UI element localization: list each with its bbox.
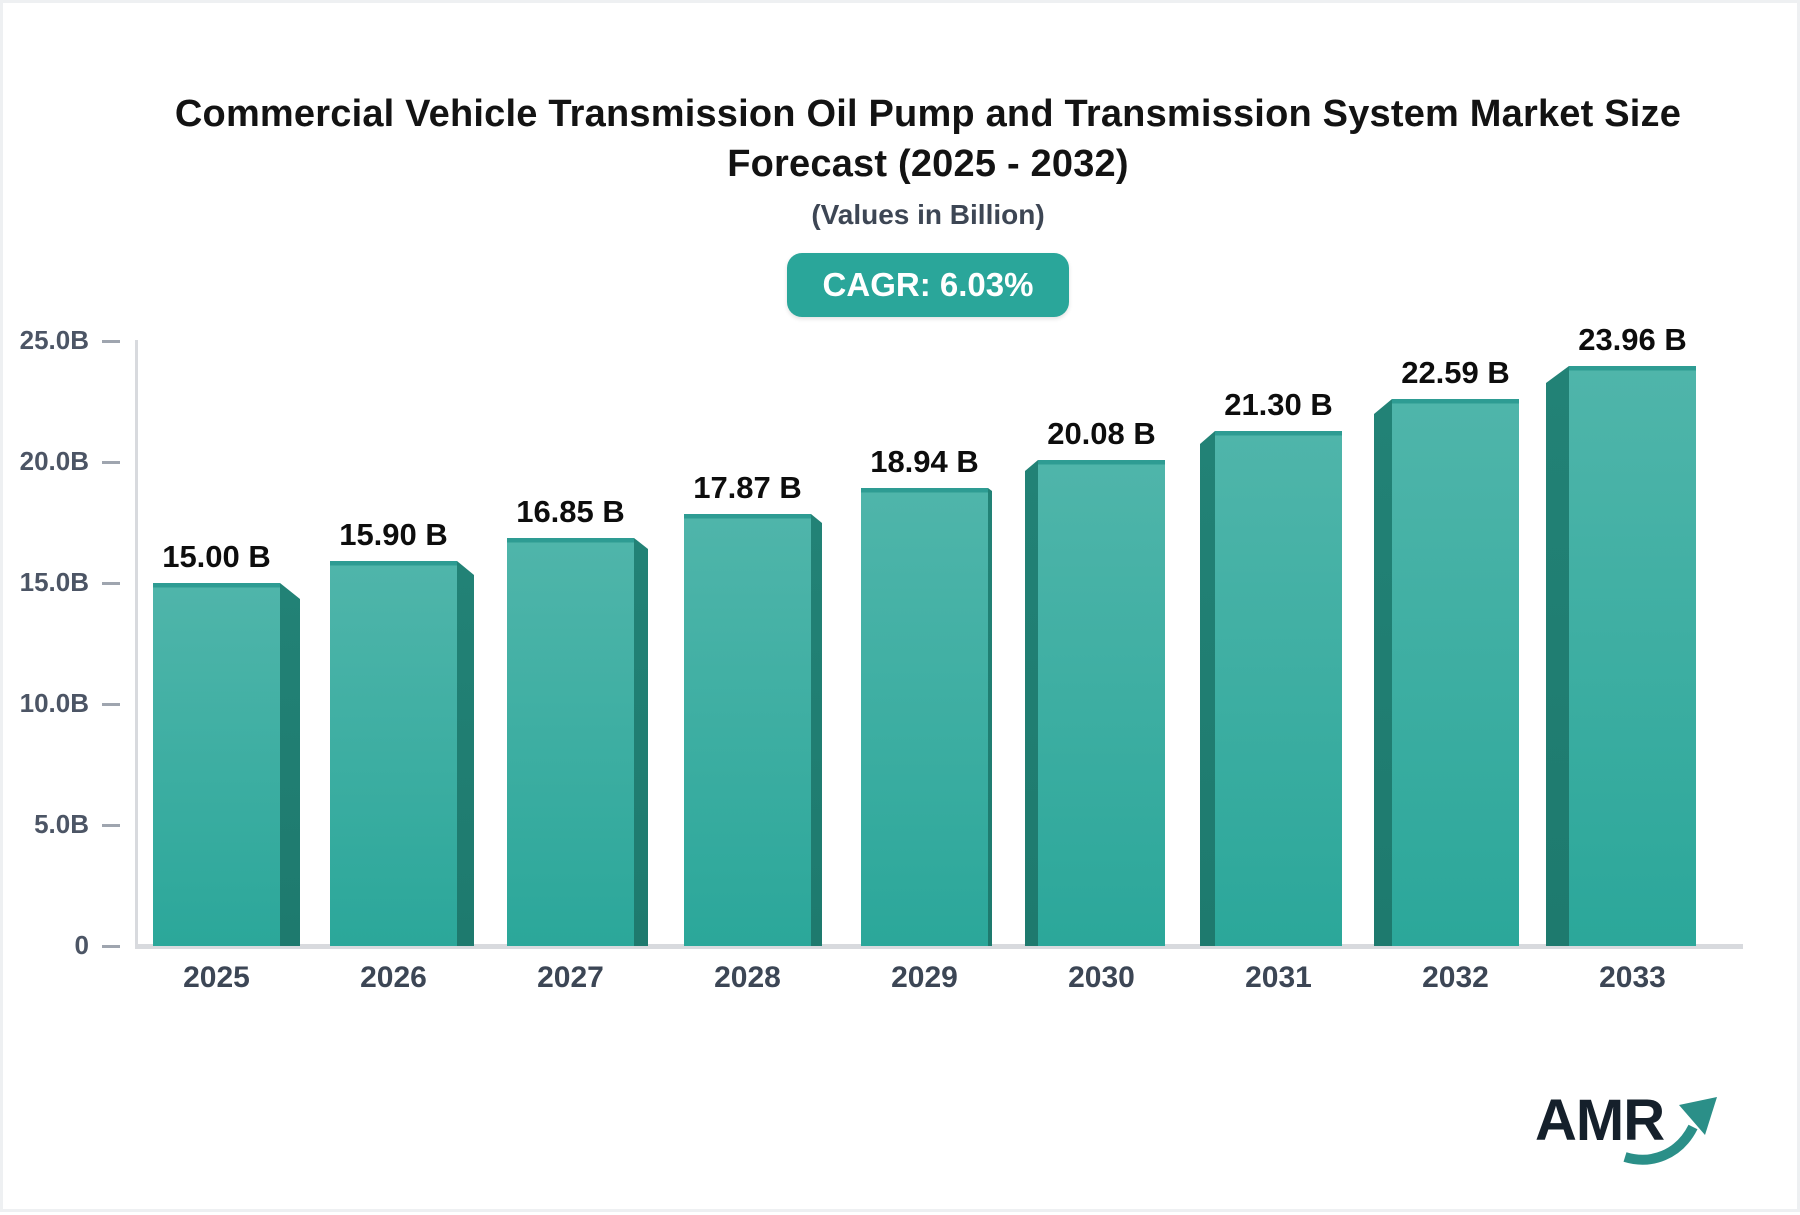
amr-logo: AMR <box>1535 1087 1735 1177</box>
y-tick-dash-0 <box>102 944 120 948</box>
y-tick-label-0: 0 <box>74 930 89 960</box>
chart-title-line-1: Commercial Vehicle Transmission Oil Pump… <box>174 93 1682 135</box>
bar-value-label-2027: 16.85 B <box>516 494 625 529</box>
x-axis-label-2027: 2027 <box>537 961 604 994</box>
bar-side-2033 <box>1546 366 1569 946</box>
y-tick-label-10.0B: 10.0B <box>19 688 89 718</box>
x-axis-label-2032: 2032 <box>1422 961 1489 994</box>
chart-title: Commercial Vehicle Transmission Oil Pump… <box>138 89 1718 189</box>
bar-side-2027 <box>634 538 648 946</box>
bar-side-2029 <box>988 488 992 946</box>
bar-chart: 25.0B 20.0B 15.0B 10.0B 5.0B 0 15.00 B 2025 15.… <box>3 3 1800 1215</box>
y-tick-label-15.0B: 15.0B <box>19 567 89 597</box>
bar-2027[interactable] <box>507 538 634 946</box>
y-tick-dash-25.0B <box>102 339 120 343</box>
y-axis-line <box>135 340 138 949</box>
y-tick-label-5.0B: 5.0B <box>34 809 89 839</box>
y-tick-label-25.0B: 25.0B <box>19 325 89 355</box>
chart-subtitle: (Values in Billion) <box>811 199 1045 230</box>
bar-value-label-2029: 18.94 B <box>870 444 979 479</box>
x-axis-label-2026: 2026 <box>360 961 427 994</box>
x-axis-label-2029: 2029 <box>891 961 958 994</box>
x-axis-label-2033: 2033 <box>1599 961 1666 994</box>
cagr-badge: CAGR: 6.03% <box>786 253 1070 317</box>
bar-value-label-2028: 17.87 B <box>693 470 802 505</box>
bar-side-2025 <box>280 583 300 946</box>
bar-2025[interactable] <box>153 583 280 946</box>
bar-side-2026 <box>457 561 474 946</box>
bar-2029[interactable] <box>861 488 988 946</box>
bar-2033[interactable] <box>1569 366 1696 946</box>
bar-value-label-2026: 15.90 B <box>339 517 448 552</box>
bar-value-label-2025: 15.00 B <box>162 539 271 574</box>
chart-header: Commercial Vehicle Transmission Oil Pump… <box>28 3 1800 317</box>
bar-2032[interactable] <box>1392 399 1519 946</box>
chart-title-line-2: Forecast (2025 - 2032) <box>727 143 1129 185</box>
x-axis-label-2028: 2028 <box>714 961 781 994</box>
bar-value-label-2032: 22.59 B <box>1401 355 1510 390</box>
bar-side-2031 <box>1200 431 1215 946</box>
y-tick-dash-15.0B <box>102 581 120 585</box>
x-axis-label-2031: 2031 <box>1245 961 1312 994</box>
bar-2030[interactable] <box>1038 460 1165 946</box>
bar-value-label-2030: 20.08 B <box>1047 416 1156 451</box>
y-tick-dash-5.0B <box>102 823 120 827</box>
bar-2031[interactable] <box>1215 431 1342 946</box>
bar-2028[interactable] <box>684 514 811 946</box>
x-axis-label-2030: 2030 <box>1068 961 1135 994</box>
growth-arrow-icon <box>1623 1097 1717 1165</box>
bar-value-label-2033: 23.96 B <box>1578 322 1687 357</box>
bar-side-2032 <box>1374 399 1392 946</box>
x-axis-label-2025: 2025 <box>183 961 250 994</box>
y-tick-dash-10.0B <box>102 702 120 706</box>
bar-2026[interactable] <box>330 561 457 946</box>
bar-side-2030 <box>1025 460 1038 946</box>
bar-value-label-2031: 21.30 B <box>1224 387 1333 422</box>
y-tick-dash-20.0B <box>102 460 120 464</box>
bar-side-2028 <box>811 514 822 946</box>
x-axis-line <box>135 944 1743 949</box>
amr-logo-text: AMR <box>1535 1088 1665 1153</box>
y-tick-label-20.0B: 20.0B <box>19 446 89 476</box>
